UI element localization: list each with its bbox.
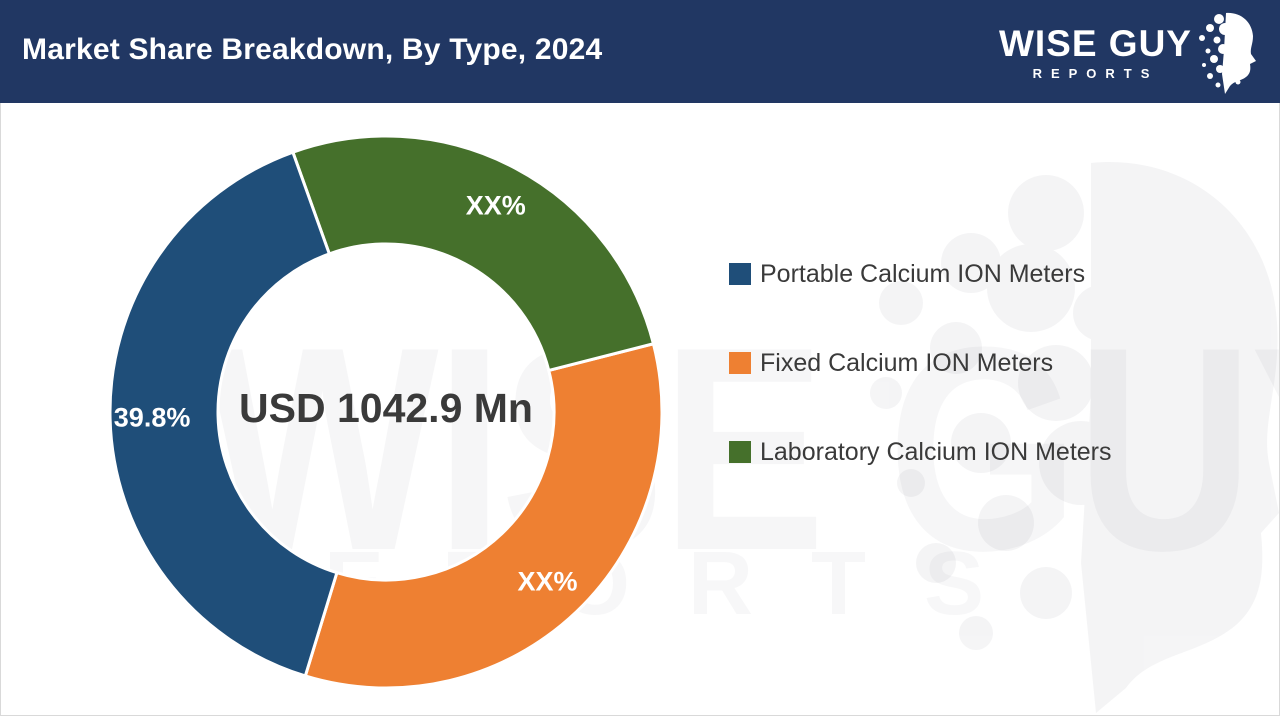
legend-swatch-portable <box>729 263 751 285</box>
logo-wordmark: WISE GUY <box>998 22 1192 64</box>
donut-center-value: USD 1042.9 Mn <box>239 385 533 431</box>
legend-item-portable: Portable Calcium ION Meters <box>729 259 1112 288</box>
legend-item-laboratory: Laboratory Calcium ION Meters <box>729 437 1112 466</box>
logo-subtitle: REPORTS <box>1032 65 1159 81</box>
page-title: Market Share Breakdown, By Type, 2024 <box>22 33 603 66</box>
slice-label-1: XX% <box>518 566 578 596</box>
wiseguy-logo: WISE GUY REPORTS <box>999 8 1262 96</box>
legend-label: Laboratory Calcium ION Meters <box>760 437 1112 466</box>
watermark-face <box>870 162 1279 713</box>
wiseguy-face-icon <box>1199 12 1256 95</box>
legend-swatch-fixed <box>729 352 751 374</box>
donut-chart: USD 1042.9 Mn 39.8% XX% XX% <box>108 134 664 690</box>
slice-label-2: XX% <box>466 190 526 220</box>
chart-legend: Portable Calcium ION Meters Fixed Calciu… <box>729 259 1112 528</box>
donut-slice-2 <box>290 134 656 373</box>
slice-label-0: 39.8% <box>114 403 191 433</box>
legend-item-fixed: Fixed Calcium ION Meters <box>729 348 1112 377</box>
chart-card: WISE GUY REPORTS USD 1042.9 Mn 39.8%XX%X… <box>0 103 1280 716</box>
header-bar: Market Share Breakdown, By Type, 2024 WI… <box>0 0 1280 103</box>
logo-text: WISE GUY REPORTS <box>998 22 1192 81</box>
legend-label: Fixed Calcium ION Meters <box>760 348 1054 377</box>
legend-label: Portable Calcium ION Meters <box>760 259 1086 288</box>
donut-slice-0 <box>108 150 339 678</box>
legend-swatch-laboratory <box>729 441 751 463</box>
donut-slice-1 <box>303 341 664 690</box>
